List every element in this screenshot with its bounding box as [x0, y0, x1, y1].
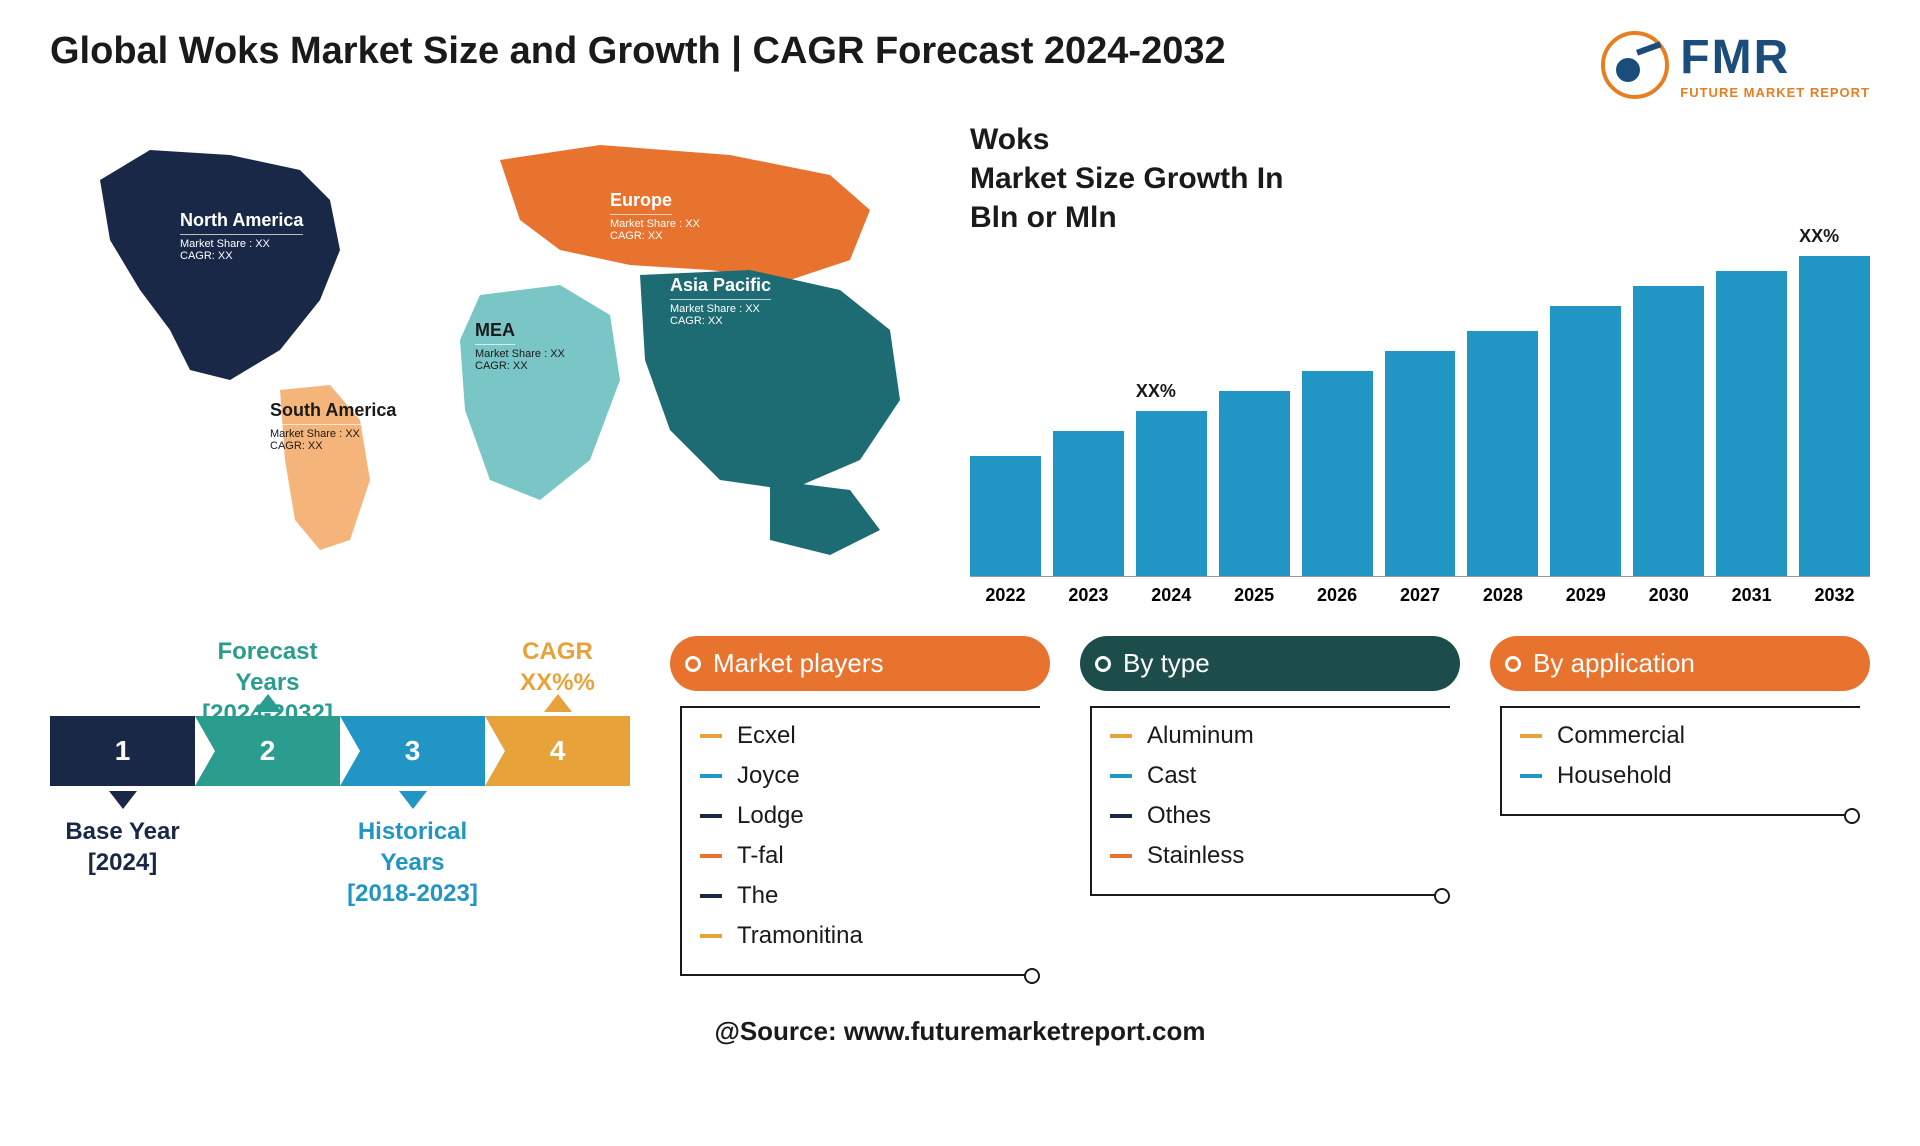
category-market-players: Market playersEcxelJoyceLodgeT-falTheTra… [670, 636, 1050, 976]
chart-title-l3: Bln or Mln [970, 201, 1117, 234]
bar-2025 [1219, 391, 1290, 576]
region-south-america: South AmericaMarket Share : XXCAGR: XX [270, 400, 396, 452]
chart-title-l2: Market Size Growth In [970, 162, 1283, 195]
timeline: Forecast Years[2024-2032]CAGRXX%% 1234 B… [50, 636, 630, 786]
bar-2028 [1467, 331, 1538, 576]
timeline-seg-4: 4 [485, 716, 630, 786]
timeline-seg-3: 3 [340, 716, 485, 786]
growth-chart: Woks Market Size Growth In Bln or Mln XX… [970, 120, 1870, 606]
cat-item: Othes [1110, 796, 1440, 836]
bar-2027 [1385, 351, 1456, 576]
logo-icon [1600, 30, 1670, 100]
bar-2023 [1053, 431, 1124, 576]
region-europe: EuropeMarket Share : XXCAGR: XX [610, 190, 700, 242]
chart-title-l1: Woks [970, 123, 1049, 156]
cat-item: Cast [1110, 756, 1440, 796]
logo: FMR FUTURE MARKET REPORT [1600, 30, 1870, 100]
cat-item: Aluminum [1110, 716, 1440, 756]
cat-item: Ecxel [700, 716, 1030, 756]
bar-2032: XX% [1799, 256, 1870, 576]
cat-item: Commercial [1520, 716, 1850, 756]
source-attribution: @Source: www.futuremarketreport.com [50, 1016, 1870, 1047]
bar-2022 [970, 456, 1041, 576]
world-map: North AmericaMarket Share : XXCAGR: XX So… [50, 120, 930, 560]
region-asia-pacific: Asia PacificMarket Share : XXCAGR: XX [670, 275, 771, 327]
cat-item: The [700, 876, 1030, 916]
bar-2030 [1633, 286, 1704, 576]
category-by-application: By applicationCommercialHousehold [1490, 636, 1870, 976]
bar-2029 [1550, 306, 1621, 576]
cat-item: Joyce [700, 756, 1030, 796]
logo-brand: FMR [1680, 30, 1870, 85]
cat-item: T-fal [700, 836, 1030, 876]
cat-item: Tramonitina [700, 916, 1030, 956]
category-by-type: By typeAluminumCastOthesStainless [1080, 636, 1460, 976]
cat-item: Stainless [1110, 836, 1440, 876]
cat-item: Household [1520, 756, 1850, 796]
logo-tagline: FUTURE MARKET REPORT [1680, 85, 1870, 100]
bar-2024: XX% [1136, 411, 1207, 576]
page-title: Global Woks Market Size and Growth | CAG… [50, 30, 1226, 73]
region-north-america: North AmericaMarket Share : XXCAGR: XX [180, 210, 303, 262]
cat-item: Lodge [700, 796, 1030, 836]
bar-2026 [1302, 371, 1373, 576]
timeline-seg-1: 1 [50, 716, 195, 786]
bar-2031 [1716, 271, 1787, 576]
region-mea: MEAMarket Share : XXCAGR: XX [475, 320, 565, 372]
timeline-seg-2: 2 [195, 716, 340, 786]
